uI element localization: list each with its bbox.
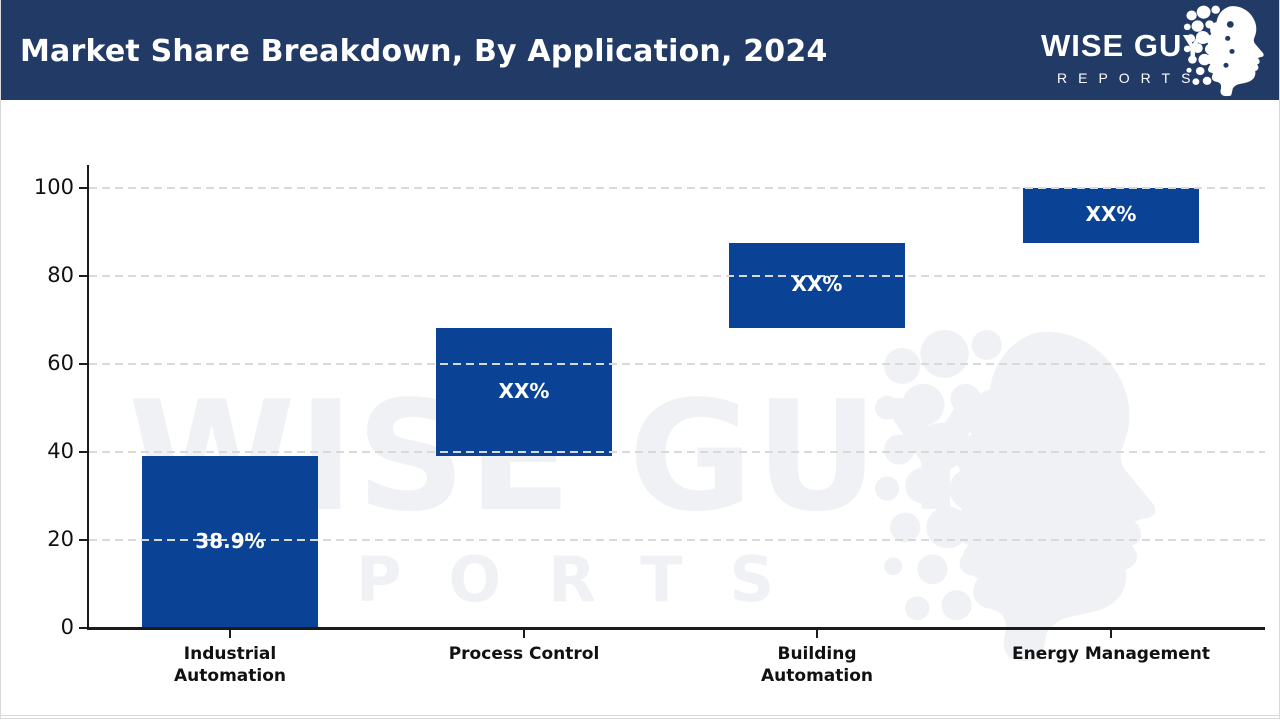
y-tick-label: 40: [47, 438, 74, 463]
y-gridline: [89, 362, 1265, 365]
page-title: Market Share Breakdown, By Application, …: [20, 34, 828, 69]
bar-segment: [436, 328, 612, 457]
y-tick-mark: [79, 538, 87, 541]
y-gridline: [89, 274, 1265, 277]
watermark-head-icon: [875, 329, 1156, 662]
bar-value-label: XX%: [791, 272, 843, 297]
y-gridline: [89, 186, 1265, 189]
bar-segment: [142, 456, 318, 628]
logo-wordmark: WISE GUY: [1041, 28, 1205, 63]
y-tick-mark: [79, 362, 87, 365]
wise-guy-head-icon: [1183, 5, 1264, 97]
y-tick-mark: [79, 274, 87, 277]
x-category-label: Energy Management: [1012, 644, 1210, 664]
y-tick-mark: [79, 626, 87, 629]
bar-value-label: XX%: [1085, 202, 1137, 226]
y-tick-label: 20: [47, 526, 74, 551]
y-tick-label: 100: [33, 174, 74, 199]
y-gridline: [89, 450, 1265, 453]
head-inner-dots: [1223, 21, 1235, 68]
y-axis-spine: [87, 165, 89, 630]
logo-subtitle: REPORTS: [1057, 70, 1202, 86]
x-category-label: Industrial Automation: [174, 644, 286, 687]
x-tick-mark: [1110, 630, 1112, 638]
x-category-label: Process Control: [448, 644, 600, 664]
bar-segment: [1023, 187, 1199, 243]
bar-value-label: XX%: [498, 379, 550, 404]
x-axis-spine: [87, 627, 1265, 630]
x-tick-mark: [229, 630, 231, 638]
x-tick-mark: [523, 630, 525, 638]
bar-segment: [729, 242, 905, 329]
x-category-label: Building Automation: [761, 644, 873, 687]
x-tick-mark: [816, 630, 818, 638]
y-tick-mark: [79, 186, 87, 189]
header-bar: Market Share Breakdown, By Application, …: [0, 0, 1280, 100]
y-tick-label: 80: [47, 262, 74, 287]
y-tick-label: 60: [47, 350, 74, 375]
bar-value-label: 38.9%: [195, 528, 265, 553]
y-tick-mark: [79, 450, 87, 453]
y-gridline: [89, 538, 1265, 541]
y-tick-label: 0: [60, 614, 74, 639]
